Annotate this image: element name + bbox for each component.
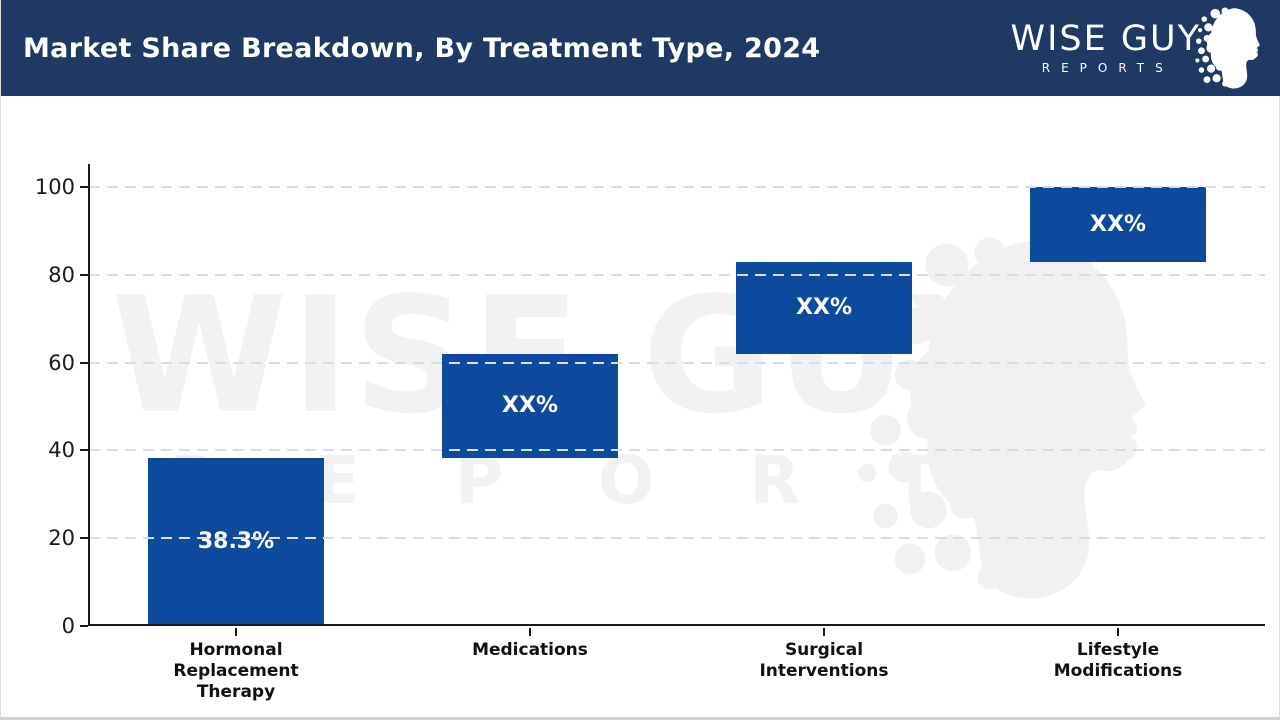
page-title: Market Share Breakdown, By Treatment Typ… xyxy=(23,32,821,64)
gridline xyxy=(89,273,1265,276)
gridline xyxy=(89,186,1265,188)
x-tick-mark xyxy=(823,628,825,636)
y-tick-mark xyxy=(80,537,88,540)
x-tick-mark xyxy=(529,628,531,636)
x-category-label: Medications xyxy=(472,640,588,660)
logo-wiseguy-label: WISE GUY xyxy=(1010,18,1201,59)
bar-value-label: XX% xyxy=(1090,211,1146,237)
x-category-label: Lifestyle Modifications xyxy=(1053,640,1183,681)
bar-value-label: XX% xyxy=(796,295,852,321)
bar: XX% xyxy=(736,261,912,354)
y-tick-mark xyxy=(80,273,88,276)
y-tick-mark xyxy=(80,625,88,627)
bar: XX% xyxy=(1030,187,1206,262)
plot-area: 38.3% XX% XX% XX% 0 20 40 60 80 100 Hormonal Replac… xyxy=(35,164,1265,702)
y-tick-label: 80 xyxy=(48,262,75,287)
x-tick-mark xyxy=(235,628,237,636)
y-tick-label: 0 xyxy=(61,614,75,638)
y-axis-line xyxy=(88,164,90,626)
y-tick-label: 40 xyxy=(48,438,75,463)
y-tick-label: 60 xyxy=(48,350,75,375)
x-axis-line xyxy=(88,624,1265,626)
y-tick-mark xyxy=(80,361,88,364)
bar-value-label: XX% xyxy=(502,393,558,419)
x-category-label: Hormonal Replacement Therapy xyxy=(173,640,299,702)
y-tick-label: 20 xyxy=(48,526,75,551)
gridline xyxy=(89,361,1265,364)
y-tick-mark xyxy=(80,449,88,452)
bar: 38.3% xyxy=(148,457,324,626)
x-tick-mark xyxy=(1117,628,1119,636)
bar: XX% xyxy=(442,353,618,458)
gridline xyxy=(89,537,1265,540)
bar-value-label: 38.3% xyxy=(197,529,275,555)
gridline xyxy=(89,449,1265,452)
y-tick-mark xyxy=(80,186,88,188)
wise-guy-logo: WISE GUY REPORTS xyxy=(1010,4,1271,92)
head-profile-icon xyxy=(1187,4,1271,92)
y-tick-label: 100 xyxy=(34,175,75,199)
header: Market Share Breakdown, By Treatment Typ… xyxy=(1,0,1280,96)
logo-reports-label: REPORTS xyxy=(1041,60,1174,75)
x-category-label: Surgical Interventions xyxy=(759,640,889,681)
logo-text: WISE GUY REPORTS xyxy=(1010,18,1201,75)
